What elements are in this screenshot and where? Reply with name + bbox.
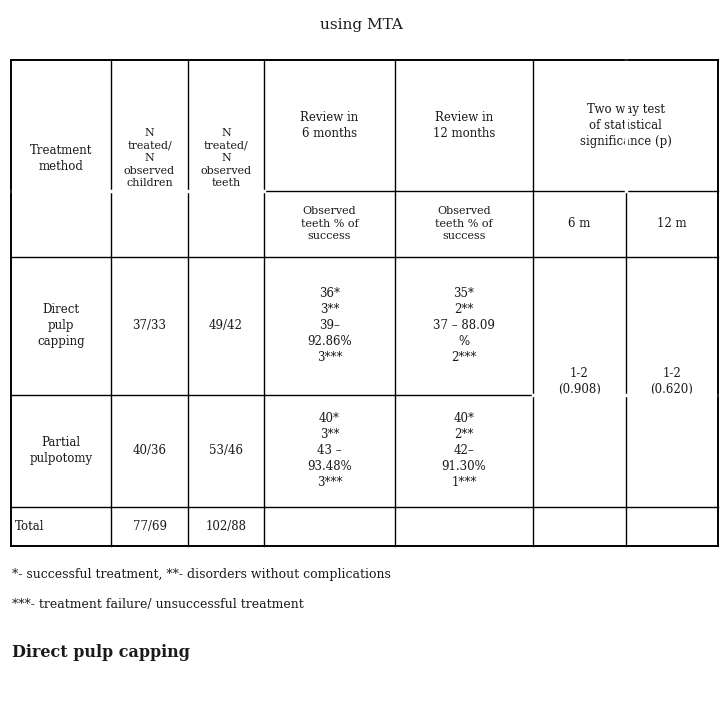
Text: 1-2
(0.908): 1-2 (0.908) bbox=[558, 367, 601, 396]
Text: 40*
3**
43 –
93.48%
3***: 40* 3** 43 – 93.48% 3*** bbox=[307, 413, 352, 489]
Text: Review in
12 months: Review in 12 months bbox=[432, 111, 495, 140]
Text: 49/42: 49/42 bbox=[209, 320, 243, 332]
Text: ***- treatment failure/ unsuccessful treatment: ***- treatment failure/ unsuccessful tre… bbox=[12, 598, 304, 611]
Text: 102/88: 102/88 bbox=[206, 520, 246, 533]
Text: Direct pulp capping: Direct pulp capping bbox=[12, 644, 191, 661]
Text: Total: Total bbox=[15, 520, 45, 533]
Text: 12 m: 12 m bbox=[657, 218, 687, 230]
Text: 53/46: 53/46 bbox=[209, 444, 243, 458]
Text: Review in
6 months: Review in 6 months bbox=[300, 111, 359, 140]
Text: Treatment
method: Treatment method bbox=[30, 144, 92, 172]
Text: Observed
teeth % of
success: Observed teeth % of success bbox=[435, 206, 493, 241]
Text: N
treated/
N
observed
teeth: N treated/ N observed teeth bbox=[201, 128, 251, 188]
Text: 37/33: 37/33 bbox=[133, 320, 167, 332]
Text: N
treated/
N
observed
children: N treated/ N observed children bbox=[124, 128, 175, 188]
Text: 77/69: 77/69 bbox=[133, 520, 167, 533]
Text: Direct
pulp
capping: Direct pulp capping bbox=[38, 303, 85, 348]
Text: Observed
teeth % of
success: Observed teeth % of success bbox=[301, 206, 358, 241]
Text: using MTA: using MTA bbox=[320, 18, 402, 32]
Text: 1-2
(0.620): 1-2 (0.620) bbox=[651, 367, 694, 396]
Text: Two way test
of statistical
significance (p): Two way test of statistical significance… bbox=[580, 103, 671, 148]
Text: 6 m: 6 m bbox=[568, 218, 591, 230]
Text: 40/36: 40/36 bbox=[133, 444, 167, 458]
Text: *- successful treatment, **- disorders without complications: *- successful treatment, **- disorders w… bbox=[12, 568, 391, 581]
Text: 35*
2**
37 – 88.09
%
2***: 35* 2** 37 – 88.09 % 2*** bbox=[433, 287, 495, 364]
Text: 40*
2**
42–
91.30%
1***: 40* 2** 42– 91.30% 1*** bbox=[442, 413, 487, 489]
Text: Partial
pulpotomy: Partial pulpotomy bbox=[30, 436, 92, 465]
Text: 36*
3**
39–
92.86%
3***: 36* 3** 39– 92.86% 3*** bbox=[308, 287, 352, 364]
